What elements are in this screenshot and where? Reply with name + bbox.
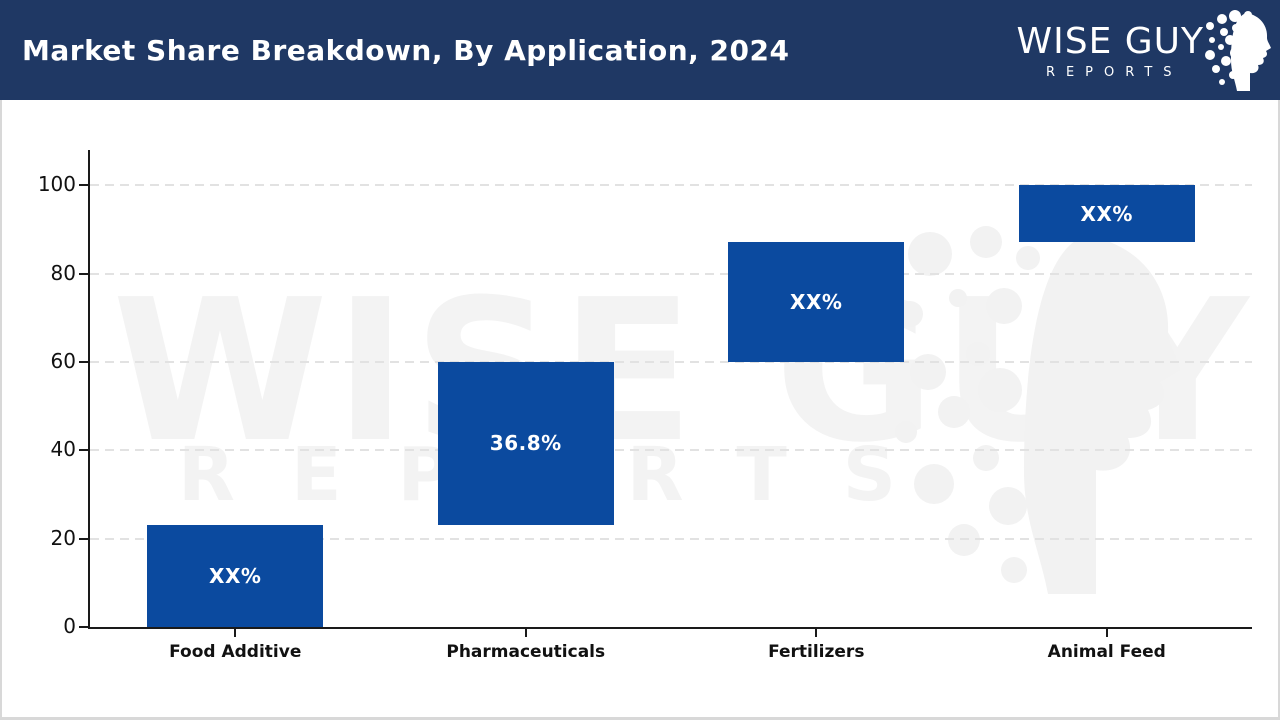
y-tick-label-100: 100	[37, 172, 76, 197]
x-tick-3	[1105, 629, 1108, 637]
y-tick-label-20: 20	[50, 525, 76, 550]
logo-subtitle: REPORTS	[1045, 65, 1183, 80]
bar-value-label: XX%	[1080, 201, 1133, 226]
watermark-face-icon	[895, 226, 1180, 594]
y-tick-60	[79, 361, 88, 363]
x-axis-line	[88, 627, 1252, 629]
y-tick-label-60: 60	[50, 349, 76, 373]
x-tick-1	[524, 629, 527, 637]
bar-fertilizers: XX%	[728, 241, 905, 362]
logo-wordmark: WISE GUY	[1016, 21, 1204, 62]
y-tick-80	[79, 272, 88, 275]
y-tick-label-40: 40	[50, 437, 76, 462]
x-category-label: Pharmaceuticals	[446, 642, 606, 662]
page-title: Market Share Breakdown, By Application, …	[22, 33, 790, 67]
x-category-label: Food Additive	[169, 642, 302, 662]
gridline-20	[90, 537, 1252, 540]
y-tick-40	[79, 449, 88, 452]
gridline-80	[90, 272, 1252, 275]
x-tick-2	[815, 629, 818, 637]
figure-frame	[0, 100, 1280, 720]
bar-value-label: XX%	[790, 289, 843, 314]
logo-text: WISE GUY REPORTS	[1016, 21, 1205, 81]
y-tick-100	[79, 184, 88, 187]
y-tick-20	[79, 537, 88, 540]
y-axis-line	[88, 150, 90, 629]
bar-value-label: XX%	[209, 563, 262, 588]
x-tick-0	[234, 629, 237, 637]
bar-food-additive: XX%	[147, 524, 324, 627]
wise-guy-logo: WISE GUY REPORTS	[1017, 8, 1272, 94]
x-category-label: Fertilizers	[768, 642, 865, 662]
y-tick-0	[79, 626, 88, 628]
bar-animal-feed: XX%	[1018, 185, 1195, 242]
header-bar: Market Share Breakdown, By Application, …	[0, 0, 1280, 100]
gridline-60	[90, 361, 1252, 363]
x-category-label: Animal Feed	[1047, 642, 1166, 662]
chart-plot-area: 0 20 40 60 80 100 XX% Food Additive 36.8% Pharmac…	[38, 150, 1252, 662]
gridline-40	[90, 449, 1252, 452]
gridline-100	[90, 184, 1252, 187]
bar-pharmaceuticals: 36.8%	[437, 362, 614, 525]
y-tick-label-0: 0	[63, 614, 76, 638]
y-tick-label-80: 80	[50, 260, 76, 285]
bar-value-label: 36.8%	[489, 431, 562, 456]
logo-face-icon	[1205, 10, 1271, 91]
